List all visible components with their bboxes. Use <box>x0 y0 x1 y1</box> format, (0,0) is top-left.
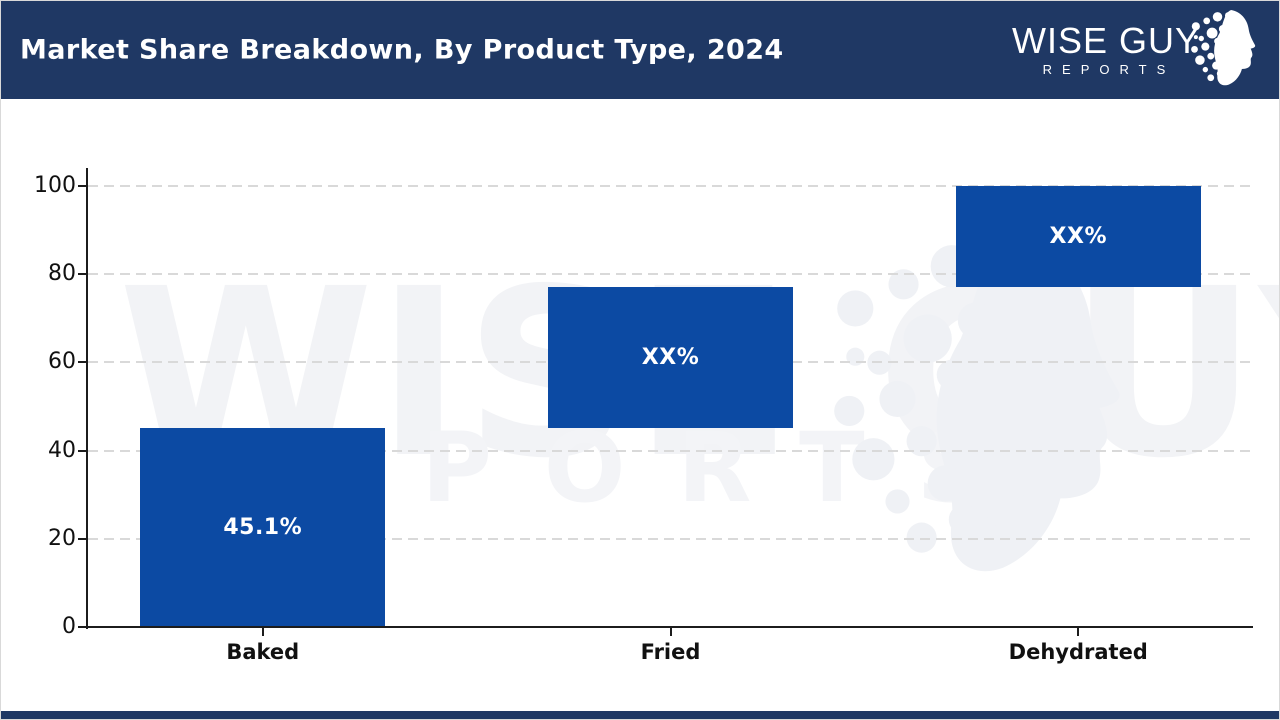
brand-logo-text: WISE GUY REPORTS <box>1011 20 1200 78</box>
y-axis-tick-label: 0 <box>62 614 76 639</box>
y-axis-tick-label: 60 <box>48 349 76 375</box>
y-tick-mark <box>78 185 86 187</box>
y-axis-tick-label: 20 <box>48 525 76 551</box>
bar-baked: 45.1% <box>140 428 386 627</box>
brand-logo: WISE GUY REPORTS <box>1012 6 1270 94</box>
x-tick-mark <box>669 628 672 636</box>
footer-bar <box>0 711 1280 720</box>
y-tick-mark <box>78 273 86 276</box>
y-axis-tick-label: 80 <box>48 261 76 287</box>
y-tick-mark <box>78 626 86 628</box>
y-tick-mark <box>78 449 86 452</box>
brand-subname: REPORTS <box>1042 62 1176 77</box>
gridline <box>88 273 1253 276</box>
y-tick-mark <box>78 361 86 364</box>
x-axis-label: Baked <box>226 640 300 664</box>
bar-value-label: XX% <box>641 345 700 371</box>
gridline <box>88 537 1253 540</box>
gridline <box>88 449 1253 452</box>
bar-value-label: XX% <box>1049 224 1107 250</box>
page-title: Market Share Breakdown, By Product Type,… <box>20 34 784 65</box>
brand-head-icon <box>1191 10 1256 86</box>
gridline <box>88 185 1253 187</box>
x-axis-line <box>86 626 1253 628</box>
header-bar: Market Share Breakdown, By Product Type,… <box>0 0 1280 99</box>
x-tick-mark <box>261 628 264 636</box>
x-tick-mark <box>1077 628 1080 636</box>
y-tick-mark <box>78 537 86 540</box>
y-axis-tick-label: 100 <box>34 173 76 198</box>
y-axis-tick-label: 40 <box>48 437 76 463</box>
bar-fried: XX% <box>548 287 793 429</box>
brand-name: WISE GUY <box>1011 20 1200 61</box>
y-axis-line <box>86 168 88 629</box>
x-axis-label: Fried <box>640 640 701 664</box>
x-axis-label: Dehydrated <box>1008 640 1148 664</box>
bar-value-label: 45.1% <box>223 515 303 541</box>
bar-dehydrated: XX% <box>955 186 1201 288</box>
